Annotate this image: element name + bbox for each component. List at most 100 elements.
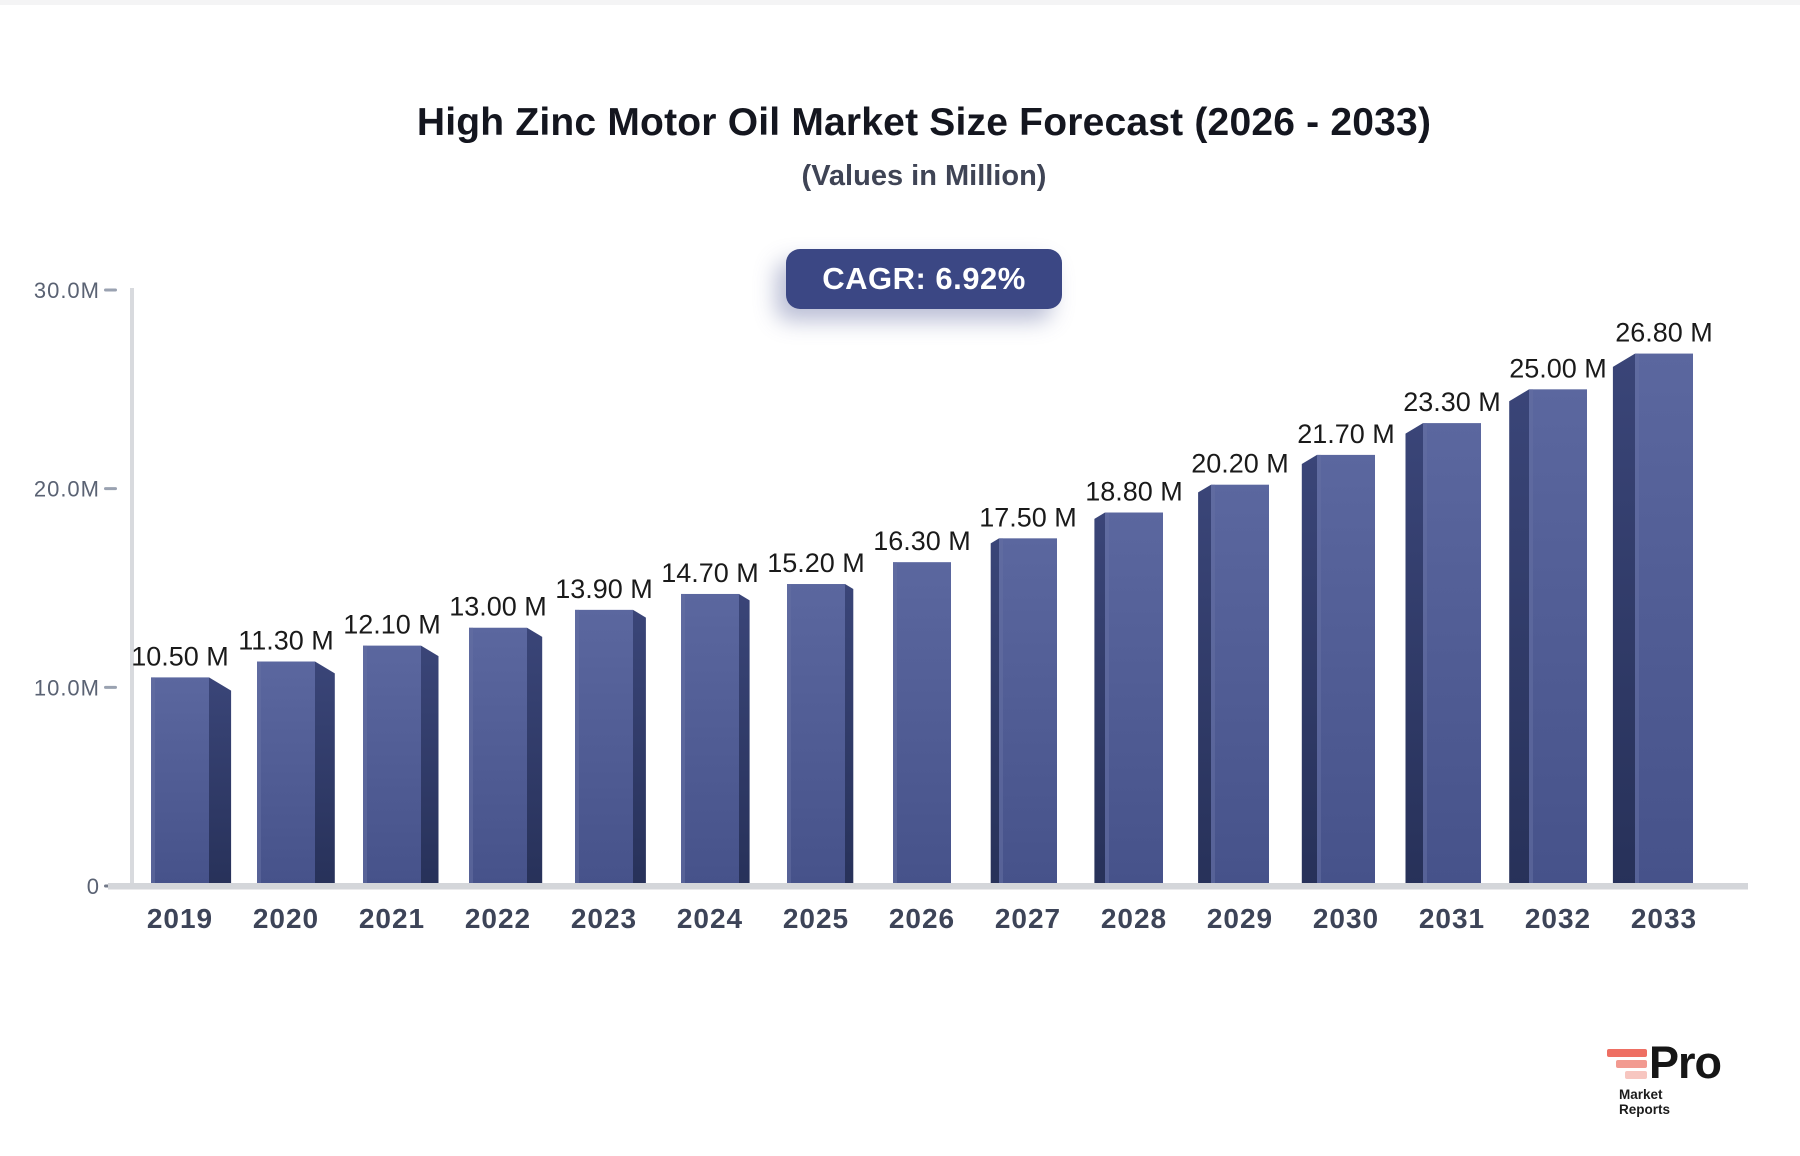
bar-side-face (739, 593, 750, 889)
bar-edge-highlight (999, 538, 1003, 886)
x-axis-label: 2021 (359, 903, 425, 934)
x-axis-label: 2027 (995, 903, 1061, 934)
bar-2030[interactable]: 21.70 M 2030 (1297, 419, 1395, 934)
bar-2029[interactable]: 20.20 M 2029 (1191, 449, 1289, 934)
y-axis-label: 10.0M (34, 675, 100, 700)
pro-market-reports-logo[interactable]: Pro Market Reports (1607, 1040, 1722, 1117)
bar-2033[interactable]: 26.80 M 2033 (1612, 318, 1713, 934)
bar-2025[interactable]: 15.20 M 2025 (767, 548, 865, 934)
bar-side-face (1198, 484, 1211, 889)
y-axis-line (130, 288, 134, 886)
chart-title: High Zinc Motor Oil Market Size Forecast… (416, 101, 1432, 144)
bar-side-face (1509, 389, 1529, 889)
bar-edge-highlight (1317, 454, 1321, 886)
bar-value-label: 15.20 M (767, 548, 865, 578)
y-axis-tick (104, 288, 117, 292)
y-axis-tick (104, 487, 117, 491)
y-axis-label: 0 (87, 874, 100, 899)
x-axis-label: 2026 (889, 903, 955, 934)
x-axis-label: 2033 (1631, 903, 1697, 934)
top-border-strip (0, 0, 1800, 5)
bar-side-face (633, 609, 646, 889)
chart-subtitle: (Values in Million) (801, 160, 1047, 192)
bar-value-label: 13.00 M (449, 592, 547, 622)
bar-edge-highlight (893, 562, 897, 886)
bar-2023[interactable]: 13.90 M 2023 (555, 574, 653, 934)
bar-2024[interactable]: 14.70 M 2024 (661, 558, 759, 934)
bar-side-face (1612, 353, 1635, 889)
bar-edge-highlight (787, 584, 791, 886)
bar-2027[interactable]: 17.50 M 2027 (979, 502, 1077, 934)
x-axis-label: 2032 (1525, 903, 1591, 934)
y-axis-label: 20.0M (34, 477, 100, 502)
bar-value-label: 18.80 M (1085, 477, 1183, 507)
bar-edge-highlight (257, 661, 261, 886)
logo-wordmark: Pro (1649, 1037, 1722, 1088)
y-axis-tick (104, 685, 117, 689)
x-axis-label: 2023 (571, 903, 637, 934)
bar-edge-highlight (1105, 512, 1109, 886)
bar-edge-highlight (681, 593, 685, 886)
bar-2021[interactable]: 12.10 M 2021 (343, 610, 441, 934)
bar-edge-highlight (151, 677, 155, 886)
x-axis-label: 2019 (147, 903, 213, 934)
bar-value-label: 20.20 M (1191, 449, 1289, 479)
chart-header: High Zinc Motor Oil Market Size Forecast… (48, 0, 1800, 309)
bar-side-face (1301, 454, 1317, 889)
logo-row: Pro (1607, 1040, 1722, 1085)
x-axis-label: 2025 (783, 903, 849, 934)
bar-front-face (575, 609, 633, 886)
bar-front-face (1635, 353, 1693, 886)
bar-side-face (209, 677, 232, 889)
x-axis-label: 2020 (253, 903, 319, 934)
bar-front-face (893, 562, 951, 886)
y-axis-label: 30.0M (34, 278, 100, 303)
bar-value-label: 10.50 M (131, 641, 229, 671)
bar-edge-highlight (1529, 389, 1533, 886)
bar-front-face (787, 584, 845, 886)
bar-value-label: 17.50 M (979, 502, 1077, 532)
bar-side-face (315, 661, 335, 889)
bar-value-label: 23.30 M (1403, 387, 1501, 417)
bar-edge-highlight (1423, 423, 1427, 886)
logo-speed-bars-icon (1607, 1049, 1647, 1082)
bar-value-label: 13.90 M (555, 574, 653, 604)
bar-2020[interactable]: 11.30 M 2020 (238, 626, 335, 934)
x-axis-label: 2024 (677, 903, 743, 934)
x-axis-label: 2022 (465, 903, 531, 934)
bar-front-face (469, 627, 527, 886)
bar-edge-highlight (1211, 484, 1215, 886)
bar-2026[interactable]: 16.30 M 2026 (873, 526, 971, 934)
bar-value-label: 21.70 M (1297, 419, 1395, 449)
bar-value-label: 26.80 M (1615, 318, 1713, 348)
bar-value-label: 11.30 M (238, 626, 334, 656)
x-axis-label: 2031 (1419, 903, 1485, 934)
bar-side-face (1094, 512, 1105, 889)
bar-2031[interactable]: 23.30 M 2031 (1403, 387, 1501, 934)
bar-front-face (363, 645, 421, 886)
bar-2019[interactable]: 10.50 M 2019 (131, 641, 232, 934)
bar-front-face (1211, 484, 1269, 886)
bar-front-face (257, 661, 315, 886)
bar-side-face (990, 538, 999, 889)
bar-front-face (1317, 454, 1375, 886)
bar-value-label: 12.10 M (343, 610, 441, 640)
bar-2032[interactable]: 25.00 M 2032 (1509, 353, 1607, 934)
x-axis-label: 2029 (1207, 903, 1273, 934)
bar-front-face (151, 677, 209, 886)
x-axis-label: 2028 (1101, 903, 1167, 934)
bar-edge-highlight (1635, 353, 1639, 886)
bar-side-face (1405, 423, 1423, 889)
x-axis-baseline (108, 883, 1748, 890)
bar-front-face (1105, 512, 1163, 886)
bar-front-face (1529, 389, 1587, 886)
bar-front-face (1423, 423, 1481, 886)
bar-2028[interactable]: 18.80 M 2028 (1085, 477, 1183, 934)
bar-side-face (421, 645, 439, 889)
bar-front-face (999, 538, 1057, 886)
cagr-badge: CAGR: 6.92% (786, 249, 1062, 309)
bar-value-label: 25.00 M (1509, 353, 1607, 383)
bar-2022[interactable]: 13.00 M 2022 (449, 592, 547, 934)
